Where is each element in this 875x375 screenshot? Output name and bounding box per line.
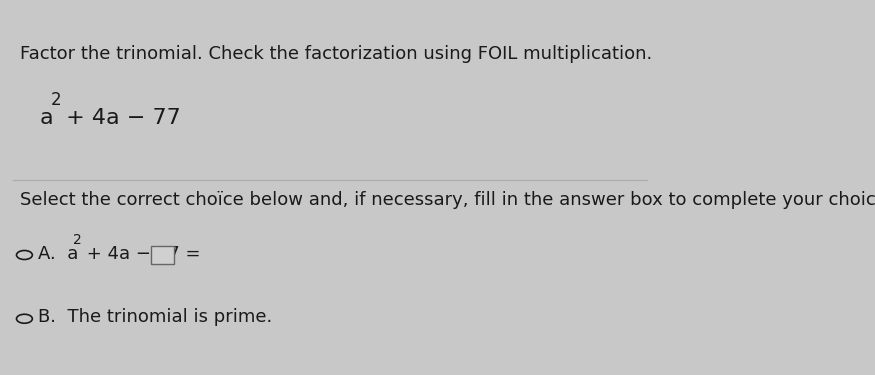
Text: a: a	[39, 108, 53, 128]
Text: + 4a − 77: + 4a − 77	[60, 108, 181, 128]
Text: 2: 2	[73, 233, 81, 247]
Text: 2: 2	[51, 91, 61, 109]
Text: A.  a: A. a	[38, 245, 79, 263]
Text: B.  The trinomial is prime.: B. The trinomial is prime.	[38, 309, 272, 327]
Text: Factor the trinomial. Check the factorization using FOIL multiplication.: Factor the trinomial. Check the factoriz…	[20, 45, 652, 63]
Text: + 4a − 77 =: + 4a − 77 =	[81, 245, 200, 263]
Text: Select the correct choïce below and, if necessary, fill in the answer box to com: Select the correct choïce below and, if …	[20, 191, 875, 209]
FancyBboxPatch shape	[151, 246, 174, 264]
